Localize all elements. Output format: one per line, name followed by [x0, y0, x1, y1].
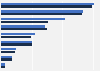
Bar: [1, 33, 35, 35]
Bar: [1, 21, 48, 23]
Bar: [1, 25, 45, 28]
Bar: [1, 10, 83, 13]
Bar: [1, 58, 12, 61]
Bar: [1, 3, 94, 5]
Bar: [1, 18, 65, 20]
Bar: [1, 51, 15, 53]
Bar: [1, 5, 92, 8]
Bar: [1, 56, 12, 58]
Bar: [1, 13, 82, 15]
Bar: [1, 43, 32, 46]
Bar: [1, 63, 5, 66]
Bar: [1, 28, 47, 30]
Bar: [1, 41, 32, 43]
Bar: [1, 36, 31, 38]
Bar: [1, 66, 5, 68]
Bar: [1, 48, 16, 50]
